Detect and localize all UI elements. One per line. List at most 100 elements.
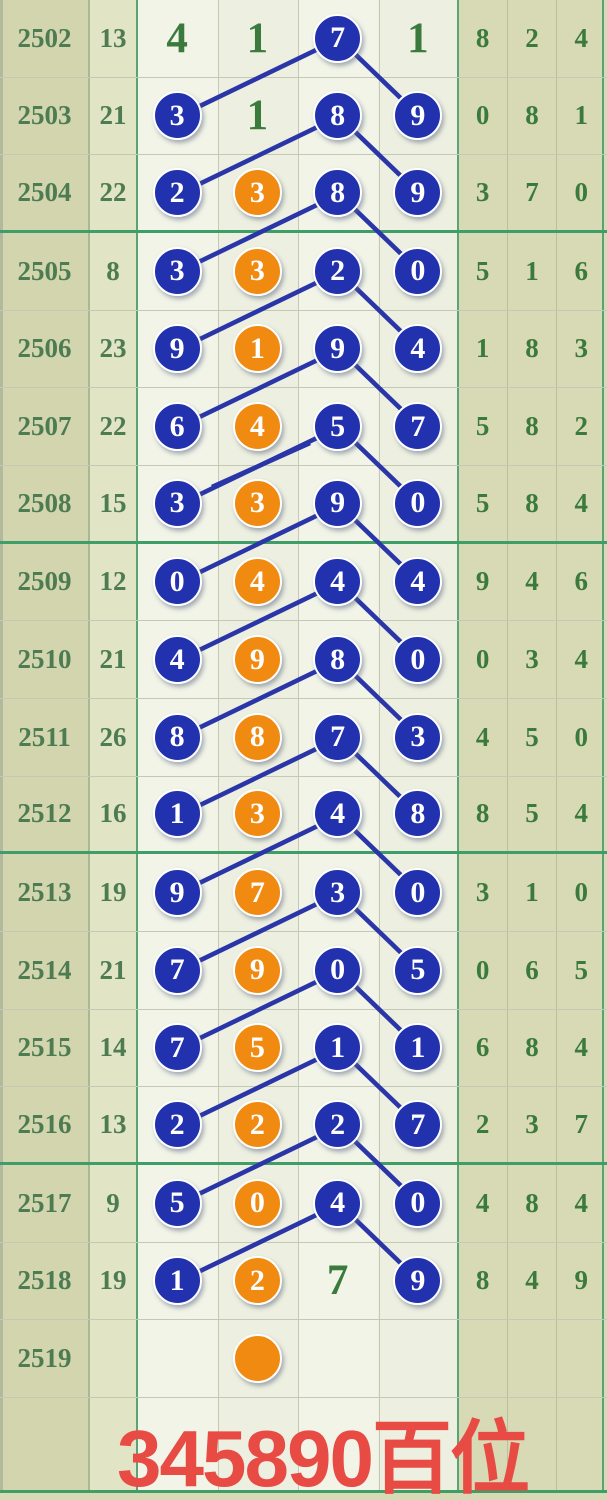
sum-cell: 21 (99, 100, 127, 131)
sum-cell: 14 (99, 1032, 127, 1063)
chart-cell: 0 (217, 1165, 297, 1242)
grid-vline (88, 0, 90, 1493)
table-row: 2509 12 0 4 4 4 9 4 6 (0, 544, 607, 622)
digit-ball-blue: 2 (152, 1100, 202, 1150)
chart-cell: 4 (298, 1165, 378, 1242)
sum-cell: 9 (106, 1187, 120, 1218)
period-cell: 2502 (17, 22, 72, 53)
digit-ball-blue: 0 (393, 478, 443, 528)
chart-cell: 8 (298, 78, 378, 155)
chart-cell: 3 (217, 233, 297, 310)
chart-cell: 2 (217, 1243, 297, 1320)
digit-ball-orange: 3 (232, 246, 282, 296)
sum-cell: 19 (99, 1265, 127, 1296)
table-row: 2517 9 5 0 4 0 4 8 4 (0, 1165, 607, 1243)
chart-cell: 8 (217, 699, 297, 776)
digit-ball-orange: 2 (232, 1256, 282, 1306)
chart-cell: 9 (137, 854, 217, 931)
plain-digit: 1 (246, 14, 269, 62)
reference-digit-cell: 2 (475, 1109, 490, 1140)
chart-cell: 1 (217, 0, 297, 77)
chart-cell: 9 (378, 1243, 458, 1320)
reference-digit-cell: 0 (475, 644, 490, 675)
period-cell: 2518 (17, 1265, 72, 1296)
chart-cell: 0 (298, 932, 378, 1009)
reference-digit-cell: 3 (475, 877, 490, 908)
digit-ball-blue: 0 (393, 635, 443, 685)
sum-cell: 21 (99, 644, 127, 675)
chart-cell: 7 (137, 1010, 217, 1087)
reference-digit-cell: 0 (574, 877, 588, 908)
chart-cell: 7 (298, 699, 378, 776)
reference-digit-cell: 8 (525, 411, 539, 442)
digit-ball-blue: 2 (313, 246, 363, 296)
digit-ball-blue: 8 (152, 712, 202, 762)
sum-cell: 26 (99, 721, 127, 752)
table-row: 2511 26 8 8 7 3 4 5 0 (0, 699, 607, 777)
reference-columns-background (458, 0, 607, 1493)
chart-cell: 5 (378, 932, 458, 1009)
reference-digit-cell: 3 (475, 177, 490, 208)
chart-cell: 9 (217, 932, 297, 1009)
period-column-background (0, 0, 89, 1493)
bottom-prediction-label: 345890百位 (117, 1414, 530, 1500)
rows-container: 2502 13 4 1 7 1 8 2 4 2503 21 3 1 8 9 0 … (0, 0, 607, 1398)
digit-ball-blue: 8 (393, 789, 443, 839)
digit-ball-blue: 9 (393, 91, 443, 141)
chart-cell: 5 (298, 388, 378, 465)
table-row: 2519 (0, 1320, 607, 1398)
table-row: 2512 16 1 3 4 8 8 5 4 (0, 777, 607, 855)
table-row: 2514 21 7 9 0 5 0 6 5 (0, 932, 607, 1010)
digit-ball-blue: 0 (152, 557, 202, 607)
reference-digit-cell: 1 (525, 255, 539, 286)
sum-cell: 15 (99, 487, 127, 518)
reference-digit-cell: 6 (574, 255, 588, 286)
digit-ball-blue: 0 (393, 1178, 443, 1228)
sum-cell: 13 (99, 22, 127, 53)
chart-cell: 1 (217, 311, 297, 388)
digit-ball-blue: 4 (313, 789, 363, 839)
chart-cell: 8 (298, 621, 378, 698)
chart-cell: 4 (378, 544, 458, 621)
grid-vline (136, 0, 138, 1493)
period-cell: 2513 (17, 877, 72, 908)
chart-cell: 7 (137, 932, 217, 1009)
digit-ball-blue: 4 (313, 557, 363, 607)
chart-cell: 2 (217, 1087, 297, 1162)
sum-column-background (89, 0, 137, 1493)
reference-digit-cell: 8 (525, 1032, 539, 1063)
digit-ball-blue: 9 (393, 1256, 443, 1306)
chart-cell (217, 1320, 297, 1397)
period-cell: 2511 (18, 721, 71, 752)
period-cell: 2510 (17, 644, 72, 675)
table-row: 2504 22 2 3 8 9 3 7 0 (0, 155, 607, 233)
reference-digit-cell: 1 (574, 100, 588, 131)
digit-ball-blue: 8 (313, 168, 363, 218)
digit-ball-blue: 4 (393, 324, 443, 374)
table-row: 2506 23 9 1 9 4 1 8 3 (0, 311, 607, 389)
grid-vline (602, 0, 604, 1493)
grid-vline (507, 0, 508, 1493)
chart-cell: 4 (378, 311, 458, 388)
digit-ball-blue: 8 (313, 635, 363, 685)
reference-digit-cell: 3 (525, 1109, 539, 1140)
chart-cell: 2 (298, 1087, 378, 1162)
period-cell: 2519 (17, 1342, 72, 1373)
chart-cell (137, 1320, 217, 1397)
sum-cell (89, 1320, 137, 1397)
chart-cell: 4 (137, 0, 217, 77)
chart-cell: 1 (137, 1243, 217, 1320)
digit-ball-blue: 3 (152, 246, 202, 296)
chart-cell: 3 (137, 78, 217, 155)
chart-cell: 7 (378, 388, 458, 465)
reference-digit-cell: 4 (475, 1187, 490, 1218)
chart-cell: 0 (137, 544, 217, 621)
reference-digit-cell: 4 (574, 644, 588, 675)
digit-ball-blue: 7 (393, 402, 443, 452)
reference-digit-cell: 3 (574, 333, 588, 364)
reference-digit-cell: 8 (475, 1265, 490, 1296)
chart-cell: 9 (298, 311, 378, 388)
reference-digit-cell: 5 (525, 721, 539, 752)
digit-ball-blue: 9 (152, 868, 202, 918)
